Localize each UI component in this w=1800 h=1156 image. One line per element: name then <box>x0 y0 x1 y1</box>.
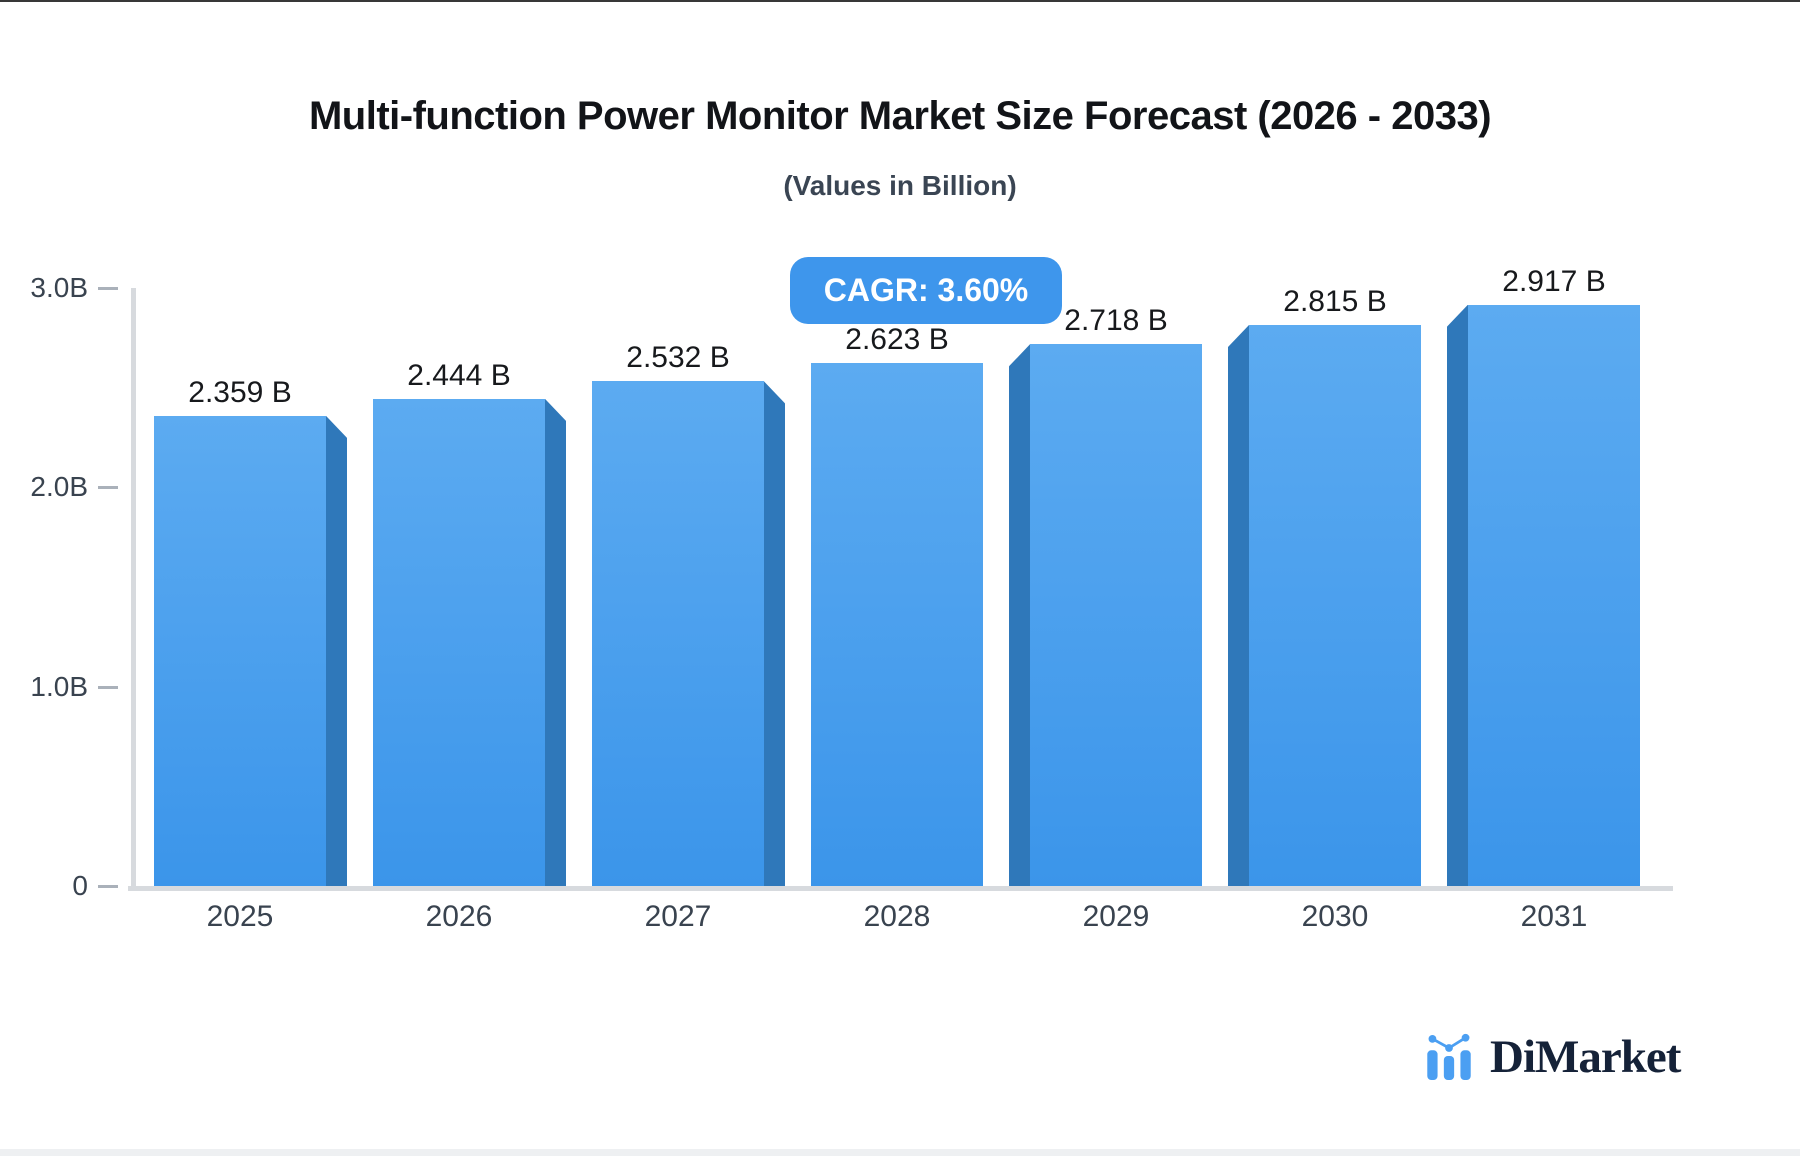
cagr-badge: CAGR: 3.60% <box>790 257 1062 324</box>
bar[interactable] <box>1030 344 1202 886</box>
brand-logo-text: DiMarket <box>1490 1031 1681 1083</box>
bar-value-label: 2.359 B <box>188 375 292 409</box>
bar-side-face <box>545 398 566 886</box>
x-tick-label: 2025 <box>206 900 274 933</box>
bar-side-face <box>1447 304 1468 886</box>
bar[interactable] <box>154 415 326 886</box>
window-top-edge <box>0 0 1800 2</box>
x-tick-label: 2027 <box>644 900 712 933</box>
bar-value-label: 2.718 B <box>1064 304 1168 338</box>
y-tick-label: 0 <box>72 870 88 901</box>
bar[interactable] <box>811 363 983 886</box>
y-tick-mark <box>98 885 118 888</box>
x-axis-line <box>128 886 1673 891</box>
bar-chart-logo-icon <box>1427 1033 1471 1080</box>
bar-value-label: 2.532 B <box>626 341 730 375</box>
x-tick-label: 2026 <box>425 900 493 933</box>
cagr-badge-label: CAGR: 3.60% <box>823 272 1029 308</box>
y-tick-label: 2.0B <box>30 471 88 503</box>
bar-value-label: 2.623 B <box>845 323 949 357</box>
bar[interactable] <box>1249 324 1421 886</box>
brand-logo: DiMarket <box>1420 1031 1681 1083</box>
chart-title: Multi-function Power Monitor Market Size… <box>308 94 1492 138</box>
bar-side-face <box>764 381 785 886</box>
y-tick-label: 1.0B <box>30 670 88 702</box>
chart-subtitle: (Values in Billion) <box>783 170 1017 201</box>
bar-side-face <box>1228 324 1249 886</box>
x-tick-label: 2030 <box>1301 900 1369 933</box>
x-tick-label: 2029 <box>1082 900 1150 933</box>
bar-value-label: 2.815 B <box>1283 284 1387 318</box>
y-tick-mark <box>98 486 118 490</box>
bar[interactable] <box>1468 304 1640 886</box>
bar-value-label: 2.444 B <box>407 358 511 392</box>
window-bottom-edge <box>0 1149 1800 1156</box>
bar-side-face <box>1009 344 1030 886</box>
bar-value-label: 2.917 B <box>1502 264 1606 298</box>
x-tick-label: 2031 <box>1520 900 1588 933</box>
y-tick-mark <box>98 287 118 291</box>
bar[interactable] <box>373 398 545 886</box>
bar[interactable] <box>592 381 764 886</box>
bar-side-face <box>326 415 347 886</box>
y-tick-mark <box>98 685 118 689</box>
y-axis-line <box>131 288 136 888</box>
y-tick-label: 3.0B <box>30 272 88 304</box>
x-tick-label: 2028 <box>863 900 931 933</box>
